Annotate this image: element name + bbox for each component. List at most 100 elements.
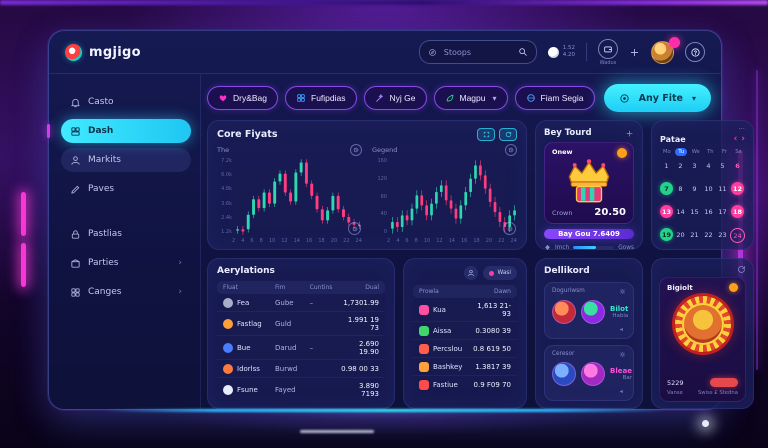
filter-pill-button[interactable]: Wasi	[483, 266, 517, 280]
calendar-day[interactable]: 4	[706, 161, 711, 170]
calendar-day[interactable]: 3	[692, 161, 697, 170]
add-icon[interactable]	[625, 129, 634, 138]
column-header: Prowla	[419, 288, 439, 295]
search-bar[interactable]	[418, 40, 537, 64]
chart-option-button[interactable]	[505, 144, 517, 156]
weekday-label[interactable]: Sa	[735, 149, 742, 155]
sidebar-item-paves[interactable]: Paves	[61, 177, 191, 201]
calendar-day[interactable]: 8	[678, 184, 683, 193]
weekday-label[interactable]: Mo	[663, 149, 671, 155]
sidebar-item-casto[interactable]: Casto	[61, 90, 191, 114]
reflection	[70, 410, 698, 446]
table-row[interactable]: Fea Gube – 1,7301.99	[217, 294, 385, 312]
weekday-label[interactable]: Th	[707, 149, 714, 155]
social-card[interactable]: Ceresor Bleae Bar	[544, 344, 634, 401]
search-input[interactable]	[441, 46, 513, 58]
calendar-day[interactable]: 2	[678, 161, 683, 170]
sidebar-item-markits[interactable]: Markits	[61, 148, 191, 172]
sidebar-item-parties[interactable]: Parties ›	[61, 251, 191, 275]
avatar[interactable]	[651, 40, 674, 64]
app-logo[interactable]: mgjigo	[65, 43, 141, 61]
wallet-button[interactable]: Wadus	[598, 38, 618, 66]
buy-button[interactable]: Bay Gou 7.6409	[544, 229, 634, 239]
promo-action-button[interactable]	[710, 378, 738, 387]
pen-icon	[71, 185, 80, 194]
filter-chip-magpu[interactable]: Magpu ▾	[433, 86, 508, 110]
favorite-dot[interactable]	[617, 148, 627, 158]
table-row[interactable]: Bashkey 1.3817 39	[413, 358, 517, 376]
calendar-day[interactable]: 21	[690, 230, 699, 239]
refresh-icon[interactable]	[737, 265, 746, 274]
user-menu[interactable]	[651, 36, 680, 64]
table-row[interactable]: Bue Darud – 2.690 19.90	[217, 336, 385, 360]
social-card[interactable]: Doguriwsm Bilot Habla	[544, 282, 634, 339]
table-row[interactable]: Percslou 0.8 619 50	[413, 340, 517, 358]
calendar-day[interactable]: 10	[704, 184, 713, 193]
calendar-day[interactable]: 24	[730, 228, 745, 243]
calendar-day[interactable]: 18	[731, 205, 744, 218]
calendar-day[interactable]: 9	[692, 184, 697, 193]
calendar-next-button[interactable]: ›	[741, 134, 745, 144]
filter-chip-nyj-ge[interactable]: Nyj Ge	[363, 86, 427, 110]
chart-info-button[interactable]	[348, 222, 361, 235]
asset-name: Bue	[237, 343, 251, 352]
calendar-day[interactable]: 12	[731, 182, 744, 195]
expand-button[interactable]	[477, 128, 495, 141]
table-row[interactable]: Fastlag Guld 1.991 19 73	[217, 312, 385, 336]
calendar-menu[interactable]: ···	[738, 125, 745, 133]
table-row[interactable]: Idorlss Burwd 0.98 00 33	[217, 360, 385, 378]
balance-display[interactable]: 1.52 4.20	[547, 45, 575, 59]
weekday-label[interactable]: Fr	[722, 149, 727, 155]
profile-mini-button[interactable]	[464, 266, 479, 280]
sidebar-item-label: Parties	[88, 258, 119, 268]
calendar-day[interactable]: 14	[676, 207, 685, 216]
calendar-day[interactable]: 17	[718, 207, 727, 216]
weekday-label[interactable]: We	[691, 149, 700, 155]
refresh-button[interactable]	[499, 128, 517, 141]
calendar-day[interactable]: 6	[735, 161, 740, 170]
table-row[interactable]: Fsune Fayed 3.890 7193	[217, 378, 385, 401]
calendar-day[interactable]: 23	[718, 230, 727, 239]
help-button[interactable]	[685, 42, 705, 62]
table-row[interactable]: Fastiue 0.9 F09 70	[413, 376, 517, 393]
calendar-day[interactable]: 5	[720, 161, 725, 170]
chart-info-button[interactable]	[503, 222, 516, 235]
asset-plan: Fayed	[275, 385, 296, 394]
sidebar-item-dash[interactable]: Dash	[47, 119, 191, 143]
sidebar-item-canges[interactable]: Canges ›	[61, 280, 191, 304]
search-icon[interactable]	[518, 47, 528, 57]
neon-bar-right-2	[756, 70, 758, 370]
sidebar-item-pastlias[interactable]: Pastlias	[61, 222, 191, 246]
volume-icon[interactable]	[619, 388, 626, 395]
volume-icon[interactable]	[619, 326, 626, 333]
main-content: Dry&Bag Fufipdias Nyj Ge Magpu ▾ Fiam Segia A…	[201, 74, 754, 409]
asset-value: 2.690 19.90	[358, 339, 379, 356]
chart-option-button[interactable]	[350, 144, 362, 156]
calendar-prev-button[interactable]: ‹	[733, 134, 738, 144]
lock-icon	[71, 229, 80, 239]
calendar-day[interactable]: 16	[704, 207, 713, 216]
plus-icon[interactable]	[629, 47, 640, 58]
gear-icon[interactable]	[619, 288, 626, 295]
calendar-day[interactable]: 22	[704, 230, 713, 239]
filter-chip-fiam-segia[interactable]: Fiam Segia	[514, 86, 595, 110]
table-row[interactable]: Kua 1,613 21-93	[413, 298, 517, 322]
filter-chip-dry-bag[interactable]: Dry&Bag	[207, 86, 279, 110]
provider-icon	[419, 304, 429, 315]
calendar-day[interactable]: 15	[690, 207, 699, 216]
calendar-day[interactable]: 20	[676, 230, 685, 239]
calendar-day[interactable]: 11	[718, 184, 727, 193]
product-card[interactable]: Onew Crown 20.50	[544, 142, 634, 224]
cta-button[interactable]: Any Fite ▾	[603, 84, 711, 112]
provider-name: Kua	[433, 305, 446, 314]
filter-chip-fufipdias[interactable]: Fufipdias	[285, 86, 357, 110]
gear-icon[interactable]	[619, 351, 626, 358]
table-row[interactable]: Aissa 0.3080 39	[413, 322, 517, 340]
promo-card[interactable]: Bigiolt 5229 Vanse Swiss £ Stedna	[659, 277, 746, 402]
calendar-day[interactable]: 13	[660, 205, 673, 218]
weekday-label[interactable]: Tu	[675, 148, 688, 156]
grid-icon	[71, 126, 80, 136]
calendar-day[interactable]: 1	[664, 161, 669, 170]
calendar-day[interactable]: 19	[660, 228, 673, 241]
calendar-day[interactable]: 7	[660, 182, 673, 195]
